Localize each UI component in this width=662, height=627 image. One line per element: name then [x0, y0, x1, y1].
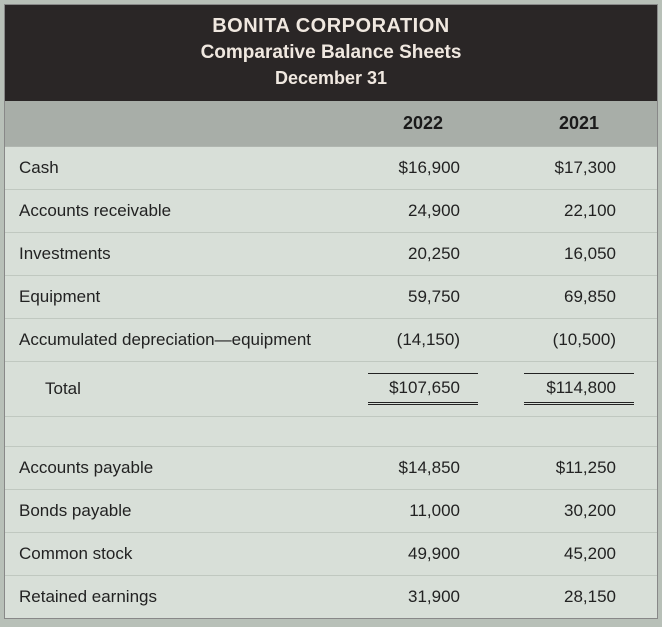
row-value-y1: $107,650 [368, 373, 478, 405]
row-value-y2: $17,300 [524, 158, 634, 178]
row-value-y1: 31,900 [368, 587, 478, 607]
row-label: Bonds payable [5, 501, 345, 521]
row-label: Total [5, 379, 345, 399]
row-value-y2: 28,150 [524, 587, 634, 607]
table-row: Cash $16,900 $17,300 [5, 147, 657, 190]
sheet-header: BONITA CORPORATION Comparative Balance S… [5, 5, 657, 101]
table-row-total: Total $107,650 $114,800 [5, 362, 657, 417]
column-header-row: 2022 2021 [5, 101, 657, 147]
sheet-date: December 31 [5, 68, 657, 89]
row-value-y1: 59,750 [368, 287, 478, 307]
row-value-y1: 24,900 [368, 201, 478, 221]
row-label: Accounts receivable [5, 201, 345, 221]
row-label: Accounts payable [5, 458, 345, 478]
row-value-y1: 49,900 [368, 544, 478, 564]
row-label: Equipment [5, 287, 345, 307]
row-value-y2: $11,250 [524, 458, 634, 478]
table-row: Accumulated depreciation—equipment (14,1… [5, 319, 657, 362]
row-value-y2: 45,200 [524, 544, 634, 564]
row-label: Retained earnings [5, 587, 345, 607]
company-name: BONITA CORPORATION [5, 15, 657, 38]
table-row: Investments 20,250 16,050 [5, 233, 657, 276]
column-header-blank [5, 113, 345, 134]
row-value-y2: 69,850 [524, 287, 634, 307]
balance-sheet: BONITA CORPORATION Comparative Balance S… [4, 4, 658, 619]
row-value-y1: (14,150) [368, 330, 478, 350]
row-label: Common stock [5, 544, 345, 564]
row-label: Accumulated depreciation—equipment [5, 330, 345, 350]
row-value-y1: $16,900 [368, 158, 478, 178]
row-value-y1: 20,250 [368, 244, 478, 264]
row-value-y1: $14,850 [368, 458, 478, 478]
row-label: Cash [5, 158, 345, 178]
row-label: Investments [5, 244, 345, 264]
row-value-y2: 30,200 [524, 501, 634, 521]
table-row: Common stock 49,900 45,200 [5, 533, 657, 576]
table-row: Equipment 59,750 69,850 [5, 276, 657, 319]
row-value-y2: $114,800 [524, 373, 634, 405]
table-row: Accounts payable $14,850 $11,250 [5, 447, 657, 490]
table-row: Bonds payable 11,000 30,200 [5, 490, 657, 533]
row-value-y2: 16,050 [524, 244, 634, 264]
row-value-y1: 11,000 [368, 501, 478, 521]
sheet-title: Comparative Balance Sheets [5, 42, 657, 64]
column-header-year2: 2021 [501, 113, 657, 134]
column-header-year1: 2022 [345, 113, 501, 134]
row-value-y2: 22,100 [524, 201, 634, 221]
table-row: Accounts receivable 24,900 22,100 [5, 190, 657, 233]
table-row: Retained earnings 31,900 28,150 [5, 576, 657, 618]
section-spacer [5, 417, 657, 447]
row-value-y2: (10,500) [524, 330, 634, 350]
